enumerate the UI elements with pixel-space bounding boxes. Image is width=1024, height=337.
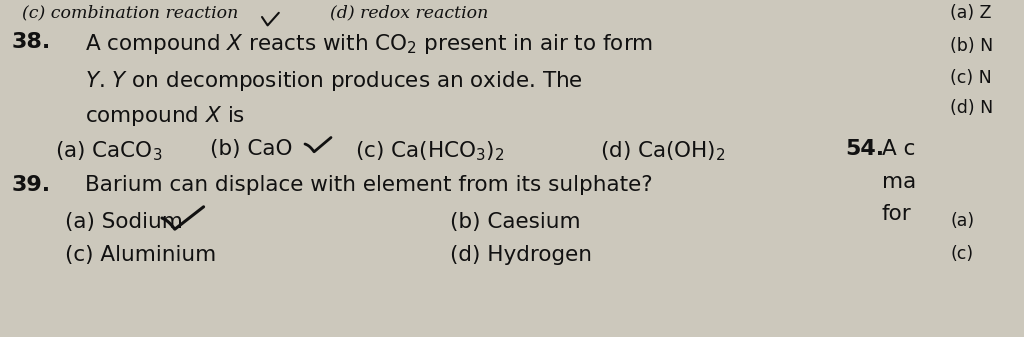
Text: (a): (a): [950, 212, 974, 230]
Text: (d) Ca(OH)$_2$: (d) Ca(OH)$_2$: [600, 139, 726, 162]
Text: A c: A c: [882, 139, 915, 159]
Text: 39.: 39.: [12, 175, 51, 195]
Text: (b) CaO: (b) CaO: [210, 139, 293, 159]
Text: Barium can displace with element from its sulphate?: Barium can displace with element from it…: [85, 175, 652, 195]
Text: (b) N: (b) N: [950, 37, 993, 55]
Text: (a) CaCO$_3$: (a) CaCO$_3$: [55, 139, 163, 162]
Text: (d) N: (d) N: [950, 99, 993, 117]
Text: 38.: 38.: [12, 32, 51, 52]
Text: 54.: 54.: [845, 139, 884, 159]
Text: $Y$. $Y$ on decomposition produces an oxide. The: $Y$. $Y$ on decomposition produces an ox…: [85, 69, 583, 93]
Text: ma: ma: [882, 172, 916, 192]
Text: for: for: [882, 204, 911, 224]
Text: (c) combination reaction: (c) combination reaction: [22, 4, 239, 21]
Text: (a) Z: (a) Z: [950, 4, 991, 22]
Text: (c): (c): [950, 245, 973, 263]
Text: (a) Sodium: (a) Sodium: [65, 212, 183, 232]
Text: (d) redox reaction: (d) redox reaction: [330, 4, 488, 21]
Text: (c) N: (c) N: [950, 69, 992, 87]
Text: (b) Caesium: (b) Caesium: [450, 212, 581, 232]
Text: (c) Aluminium: (c) Aluminium: [65, 245, 216, 265]
Text: A compound $X$ reacts with CO$_2$ present in air to form: A compound $X$ reacts with CO$_2$ presen…: [85, 32, 653, 56]
Text: (d) Hydrogen: (d) Hydrogen: [450, 245, 592, 265]
Text: (c) Ca(HCO$_3$)$_2$: (c) Ca(HCO$_3$)$_2$: [355, 139, 504, 162]
Text: compound $X$ is: compound $X$ is: [85, 104, 245, 128]
